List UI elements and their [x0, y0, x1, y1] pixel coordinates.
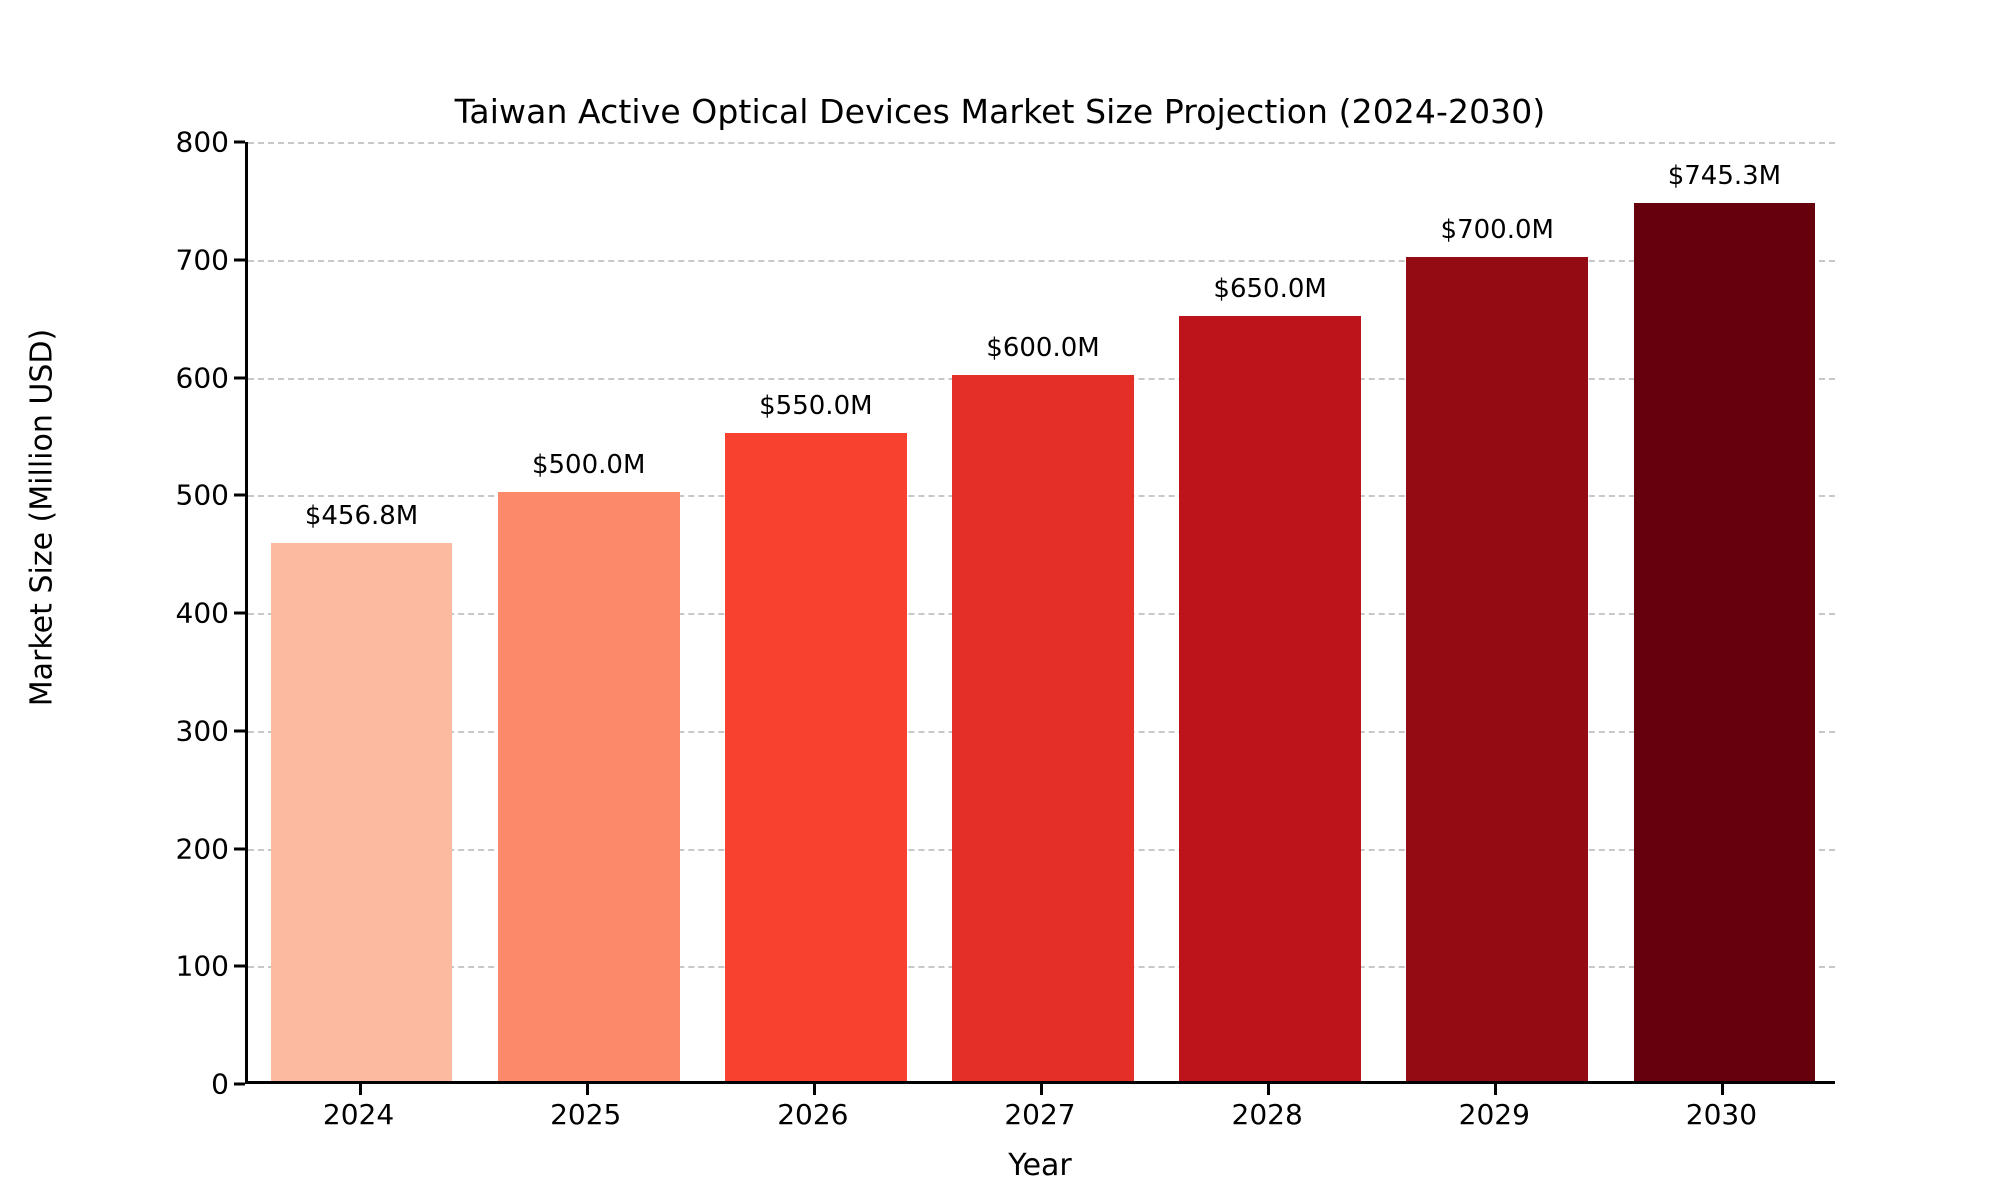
y-tick-mark — [234, 493, 245, 497]
bar-group[interactable]: $456.8M — [270, 142, 453, 1081]
y-tick-label: 400 — [175, 596, 229, 630]
y-tick-label: 300 — [175, 714, 229, 748]
y-tick-mark — [234, 729, 245, 733]
x-tick-label: 2027 — [1004, 1098, 1076, 1131]
chart-title: Taiwan Active Optical Devices Market Siz… — [454, 92, 1546, 131]
bar-group[interactable]: $650.0M — [1179, 142, 1361, 1081]
y-tick-mark — [234, 611, 245, 615]
x-axis-label: Year — [1008, 1148, 1072, 1183]
x-tick-mark — [1267, 1084, 1271, 1095]
x-tick-mark — [1721, 1084, 1725, 1095]
x-tick-label: 2029 — [1458, 1098, 1530, 1131]
plot-area: $456.8M $500.0M $550.0M $600.0M $650.0M $700.… — [245, 142, 1835, 1084]
y-tick-label: 800 — [175, 125, 229, 159]
bar[interactable] — [725, 433, 907, 1081]
bar-group[interactable]: $550.0M — [725, 142, 907, 1081]
bar[interactable] — [1179, 315, 1361, 1081]
bar-value-label: $550.0M — [759, 391, 873, 422]
y-tick-label: 700 — [175, 243, 229, 277]
x-tick-mark — [812, 1084, 816, 1095]
bar-value-label: $745.3M — [1667, 161, 1782, 192]
bar[interactable] — [1633, 203, 1816, 1081]
y-axis-tick-labels: 0 100 200 300 400 500 600 700 800 — [155, 126, 229, 1101]
x-tick-label: 2030 — [1685, 1098, 1758, 1131]
bars-layer: $456.8M $500.0M $550.0M $600.0M $650.0M $700.… — [248, 142, 1835, 1081]
y-tick-mark — [234, 1082, 245, 1086]
y-tick-mark — [234, 258, 245, 262]
bar[interactable] — [952, 374, 1134, 1081]
y-tick-mark — [234, 140, 245, 144]
x-tick-mark — [1494, 1084, 1498, 1095]
y-tick-mark — [234, 376, 245, 379]
x-tick-label: 2026 — [777, 1098, 849, 1131]
x-tick-mark — [358, 1084, 362, 1095]
y-tick-label: 600 — [175, 361, 229, 394]
bar-group[interactable]: $600.0M — [952, 142, 1134, 1081]
bar-value-label: $500.0M — [531, 450, 646, 481]
bar[interactable] — [270, 543, 453, 1081]
bar-value-label: $456.8M — [304, 501, 419, 532]
y-tick-label: 0 — [211, 1067, 229, 1101]
y-tick-label: 100 — [175, 949, 229, 983]
bar-group[interactable]: $700.0M — [1406, 142, 1589, 1081]
bar-group[interactable]: $500.0M — [497, 142, 680, 1081]
x-tick-mark — [585, 1084, 589, 1095]
bar-value-label: $600.0M — [986, 332, 1100, 363]
y-tick-mark — [234, 847, 245, 850]
bar[interactable] — [497, 492, 680, 1081]
y-tick-label: 200 — [175, 832, 229, 865]
x-tick-label: 2025 — [550, 1098, 622, 1131]
y-axis-label: Market Size (Million USD) — [24, 328, 60, 707]
x-tick-label: 2028 — [1231, 1098, 1303, 1131]
bar-group[interactable]: $745.3M — [1633, 142, 1816, 1081]
bar-value-label: $650.0M — [1213, 273, 1327, 304]
bar-value-label: $700.0M — [1440, 214, 1554, 245]
y-tick-mark — [234, 964, 245, 968]
x-tick-mark — [1040, 1084, 1043, 1095]
y-tick-label: 500 — [175, 478, 229, 512]
bar[interactable] — [1406, 256, 1589, 1081]
x-tick-label: 2024 — [322, 1098, 395, 1131]
